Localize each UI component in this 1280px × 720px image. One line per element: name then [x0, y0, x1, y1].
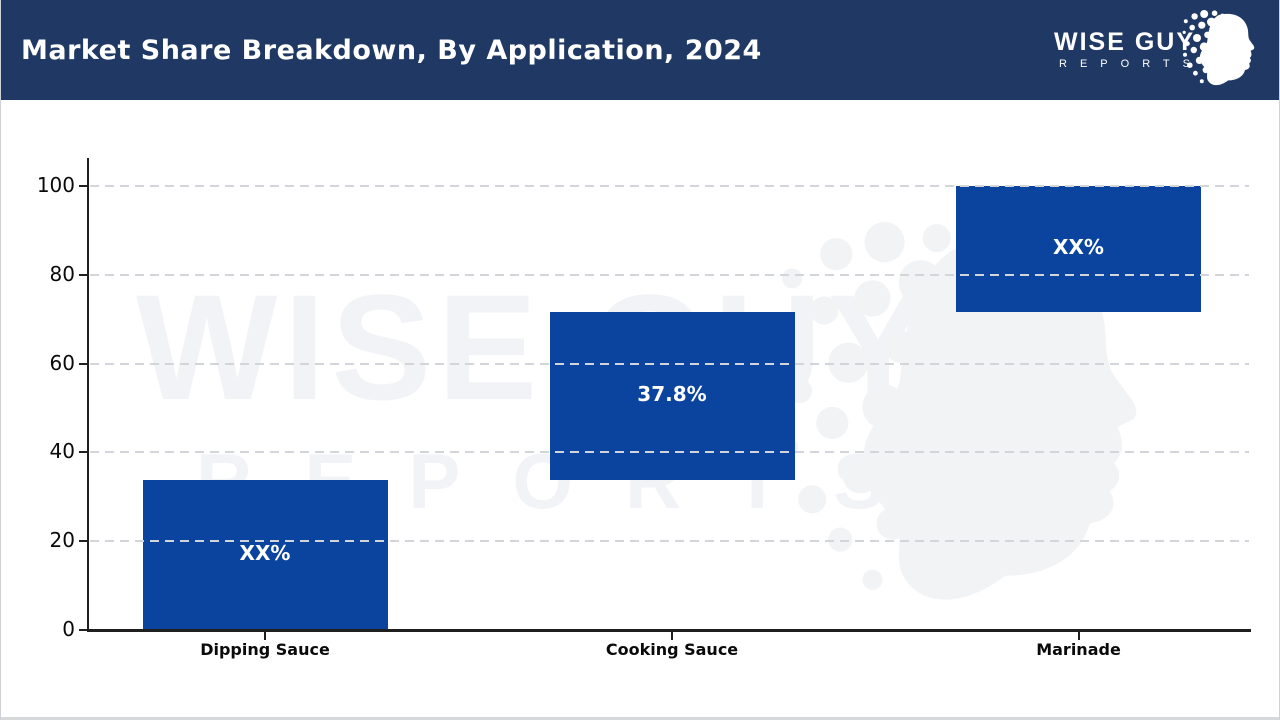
- y-tick-20: [79, 540, 87, 543]
- logo-text: WISE GUY REPORTS: [1046, 30, 1203, 70]
- gridline-40: [90, 451, 1249, 454]
- bar-segment: 37.8%: [549, 312, 795, 480]
- y-axis-line: [87, 158, 89, 632]
- logo-subtitle: REPORTS: [1059, 58, 1203, 70]
- gridline-100: [90, 185, 1249, 187]
- bar-value-label: 37.8%: [637, 382, 707, 406]
- x-tick-0: [264, 632, 266, 640]
- x-category-label: Dipping Sauce: [200, 640, 330, 659]
- y-tick-label-60: 60: [49, 350, 75, 375]
- x-tick-2: [1077, 632, 1080, 640]
- header-bar: Market Share Breakdown, By Application, …: [1, 0, 1279, 100]
- wise-guy-reports-logo: WISE GUY REPORTS: [1046, 10, 1265, 90]
- y-tick-label-20: 20: [49, 528, 75, 553]
- bottom-edge-line: [1, 717, 1279, 720]
- y-tick-label-80: 80: [49, 261, 75, 286]
- logo-wordmark: WISE GUY: [1054, 28, 1196, 56]
- x-category-label: Cooking Sauce: [605, 640, 739, 659]
- y-tick-label-100: 100: [36, 173, 75, 197]
- bar-segment: XX%: [956, 186, 1201, 313]
- gridline-80: [90, 273, 1249, 276]
- x-axis-line: [87, 629, 1251, 632]
- chart-title: Market Share Breakdown, By Application, …: [21, 34, 762, 66]
- y-tick-60: [79, 362, 87, 365]
- bar-segment: XX%: [142, 479, 388, 630]
- y-tick-label-40: 40: [49, 439, 75, 464]
- x-tick-1: [671, 632, 673, 640]
- dotted-face-logo-icon: [1182, 10, 1255, 86]
- y-tick-label-0: 0: [62, 617, 75, 641]
- bar-value-label: XX%: [1053, 235, 1104, 260]
- y-tick-80: [79, 273, 87, 276]
- y-tick-100: [79, 185, 87, 187]
- y-tick-0: [79, 629, 87, 631]
- gridline-60: [90, 362, 1249, 365]
- x-category-label: Marinade: [1036, 640, 1121, 659]
- gridline-20: [90, 540, 1249, 543]
- y-tick-40: [79, 451, 87, 454]
- bar-value-label: XX%: [239, 540, 291, 565]
